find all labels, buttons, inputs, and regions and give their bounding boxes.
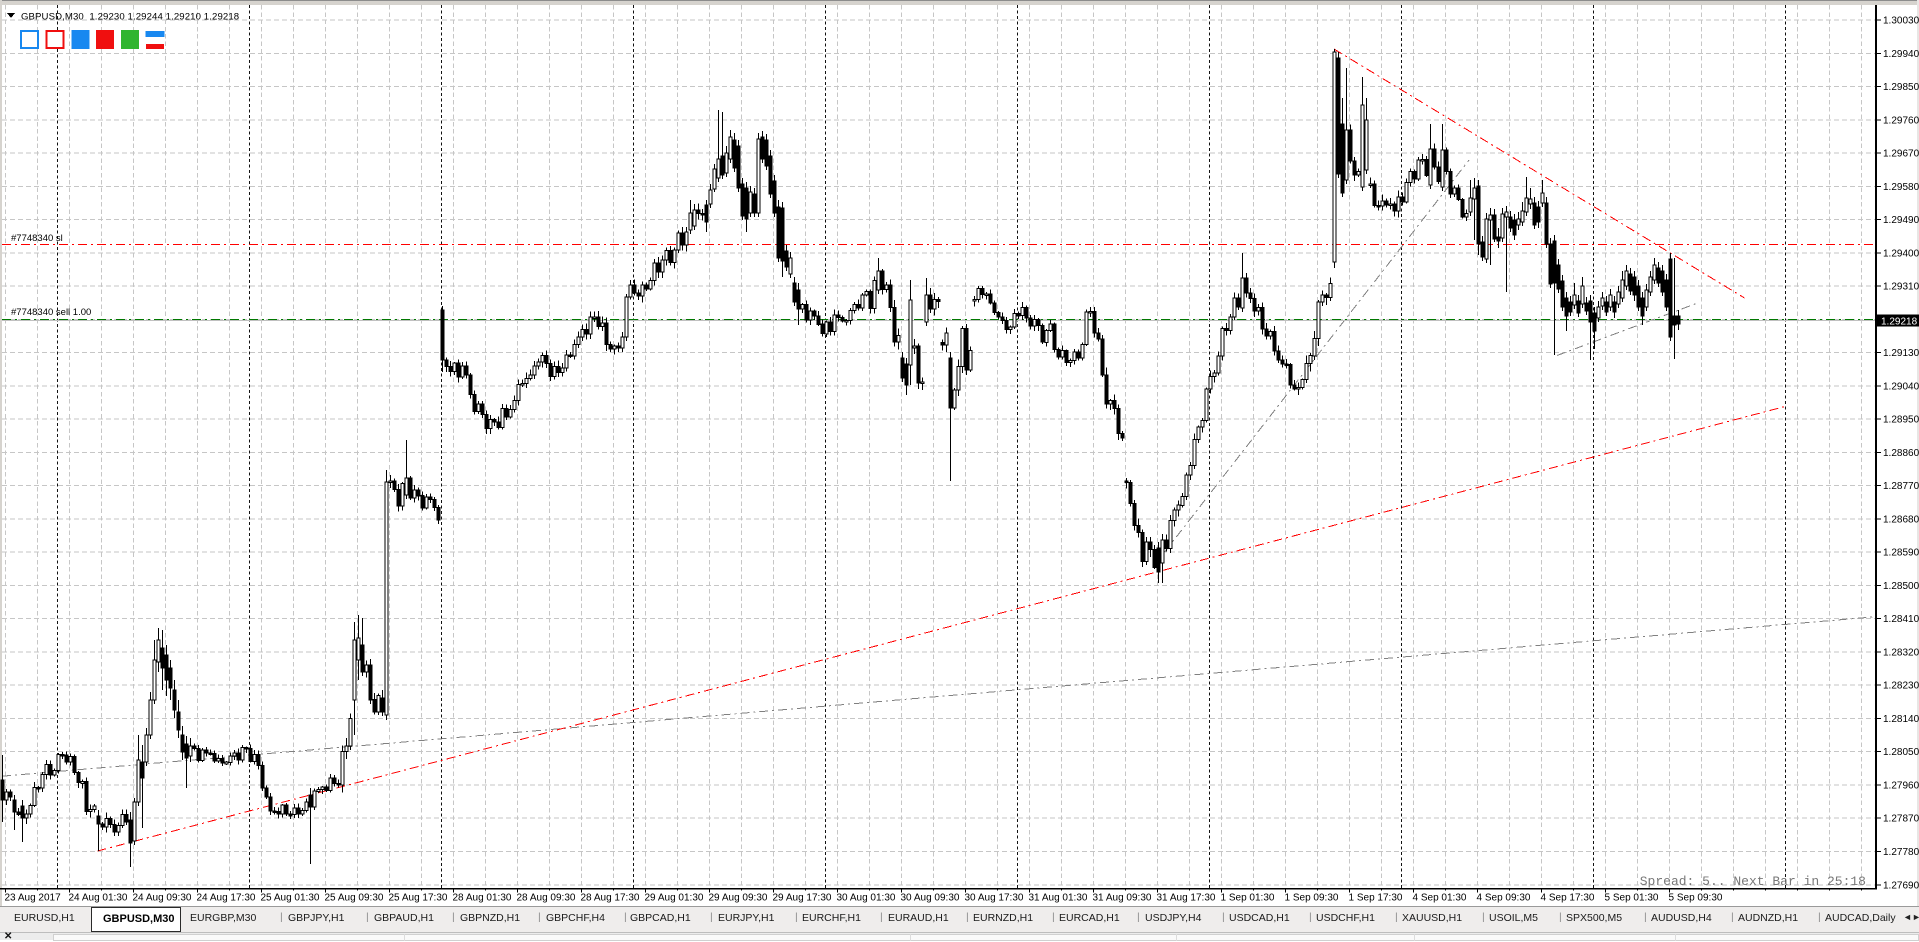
svg-text:28 Aug 17:30: 28 Aug 17:30 [581, 893, 640, 904]
svg-text:1.28320: 1.28320 [1883, 648, 1919, 659]
svg-text:1 Sep 17:30: 1 Sep 17:30 [1349, 893, 1403, 904]
svg-text:1.28860: 1.28860 [1883, 448, 1919, 459]
svg-text:1 Sep 09:30: 1 Sep 09:30 [1285, 893, 1339, 904]
svg-text:Spread: 5.. Next Bar in 25:18: Spread: 5.. Next Bar in 25:18 [1640, 874, 1866, 889]
svg-text:24 Aug 01:30: 24 Aug 01:30 [69, 893, 128, 904]
svg-text:29 Aug 17:30: 29 Aug 17:30 [773, 893, 832, 904]
svg-text:4 Sep 09:30: 4 Sep 09:30 [1477, 893, 1531, 904]
svg-text:1.29040: 1.29040 [1883, 381, 1919, 392]
svg-text:1.28950: 1.28950 [1883, 415, 1919, 426]
svg-text:1.28770: 1.28770 [1883, 481, 1919, 492]
svg-text:25 Aug 17:30: 25 Aug 17:30 [389, 893, 448, 904]
svg-text:1.28410: 1.28410 [1883, 614, 1919, 625]
svg-text:1.29130: 1.29130 [1883, 348, 1919, 359]
svg-text:4 Sep 17:30: 4 Sep 17:30 [1541, 893, 1595, 904]
svg-text:#7748340 sl: #7748340 sl [11, 233, 63, 244]
svg-text:28 Aug 09:30: 28 Aug 09:30 [517, 893, 576, 904]
svg-text:23 Aug 2017: 23 Aug 2017 [5, 893, 62, 904]
svg-text:1.28680: 1.28680 [1883, 514, 1919, 525]
svg-text:1.29760: 1.29760 [1883, 115, 1919, 126]
svg-text:30 Aug 17:30: 30 Aug 17:30 [965, 893, 1024, 904]
svg-text:1.27870: 1.27870 [1883, 814, 1919, 825]
svg-text:24 Aug 17:30: 24 Aug 17:30 [197, 893, 256, 904]
svg-text:25 Aug 09:30: 25 Aug 09:30 [325, 893, 384, 904]
svg-text:1.29310: 1.29310 [1883, 282, 1919, 293]
svg-text:1.29850: 1.29850 [1883, 82, 1919, 93]
svg-text:31 Aug 01:30: 31 Aug 01:30 [1029, 893, 1088, 904]
svg-text:1 Sep 01:30: 1 Sep 01:30 [1221, 893, 1275, 904]
svg-text:1.28500: 1.28500 [1883, 581, 1919, 592]
svg-text:31 Aug 09:30: 31 Aug 09:30 [1093, 893, 1152, 904]
svg-text:1.29940: 1.29940 [1883, 49, 1919, 60]
svg-text:1.28590: 1.28590 [1883, 548, 1919, 559]
svg-text:1.29400: 1.29400 [1883, 248, 1919, 259]
svg-text:31 Aug 17:30: 31 Aug 17:30 [1157, 893, 1216, 904]
svg-text:GBPUSD,M30 1.29230 1.29244 1.: GBPUSD,M30 1.29230 1.29244 1.29210 1.292… [21, 12, 239, 23]
svg-text:1.29670: 1.29670 [1883, 149, 1919, 160]
svg-text:5 Sep 09:30: 5 Sep 09:30 [1669, 893, 1723, 904]
svg-text:25 Aug 01:30: 25 Aug 01:30 [261, 893, 320, 904]
svg-text:1.27690: 1.27690 [1883, 880, 1919, 891]
svg-text:1.30030: 1.30030 [1883, 16, 1919, 27]
svg-text:1.28140: 1.28140 [1883, 714, 1919, 725]
svg-text:1.28050: 1.28050 [1883, 747, 1919, 758]
svg-text:1.29218: 1.29218 [1881, 317, 1918, 328]
svg-text:29 Aug 09:30: 29 Aug 09:30 [709, 893, 768, 904]
svg-text:1.27780: 1.27780 [1883, 847, 1919, 858]
svg-text:1.29580: 1.29580 [1883, 182, 1919, 193]
svg-text:5 Sep 01:30: 5 Sep 01:30 [1605, 893, 1659, 904]
svg-text:4 Sep 01:30: 4 Sep 01:30 [1413, 893, 1467, 904]
svg-text:30 Aug 01:30: 30 Aug 01:30 [837, 893, 896, 904]
svg-text:28 Aug 01:30: 28 Aug 01:30 [453, 893, 512, 904]
svg-text:1.29490: 1.29490 [1883, 215, 1919, 226]
svg-text:#7748340 sell 1.00: #7748340 sell 1.00 [11, 307, 91, 318]
svg-text:1.27960: 1.27960 [1883, 781, 1919, 792]
svg-text:1.28230: 1.28230 [1883, 681, 1919, 692]
svg-text:29 Aug 01:30: 29 Aug 01:30 [645, 893, 704, 904]
svg-text:30 Aug 09:30: 30 Aug 09:30 [901, 893, 960, 904]
svg-text:24 Aug 09:30: 24 Aug 09:30 [133, 893, 192, 904]
